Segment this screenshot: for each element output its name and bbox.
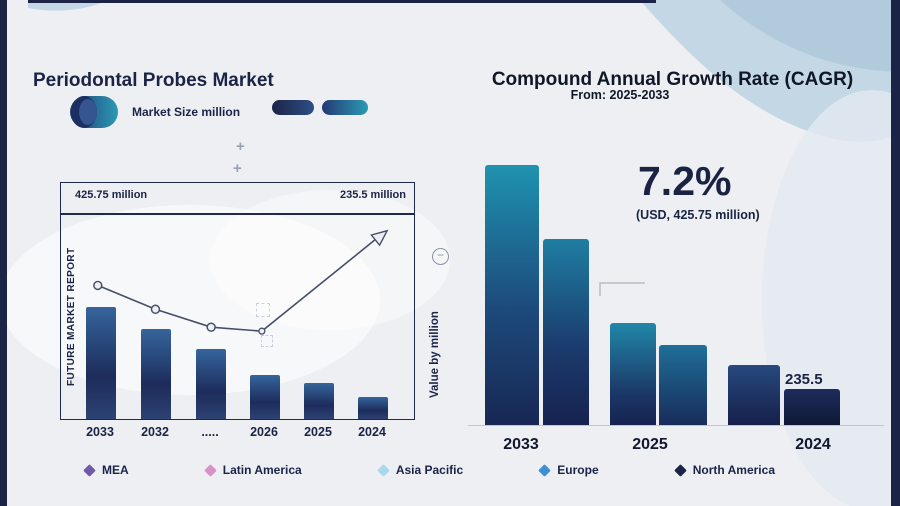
step-bracket-decoration — [599, 282, 645, 296]
cagr-detail: (USD, 425.75 million) — [636, 208, 760, 222]
market-size-cylinder-icon — [70, 96, 118, 128]
legend-item-latin-america: Latin America — [203, 463, 302, 477]
legend-diamond-icon — [376, 463, 390, 477]
cagr-bar-2025 — [659, 345, 707, 425]
market-x-label: 2026 — [250, 425, 278, 439]
bar-callout-2024: 235.5 — [785, 371, 823, 388]
market-size-legend: Market Size million — [64, 92, 240, 132]
legend-diamond-icon — [203, 463, 217, 477]
legend-item-asia-pacific: Asia Pacific — [376, 463, 464, 477]
market-x-label: 2033 — [86, 425, 114, 439]
top-border-line — [28, 0, 656, 3]
market-bar-2026 — [250, 375, 280, 419]
left-panel-title: Periodontal Probes Market — [33, 69, 274, 91]
market-bar-2032 — [141, 329, 171, 419]
market-x-labels: 2033 2032..... 2026 2025 2024 — [60, 425, 415, 445]
plus-icon: + — [233, 160, 242, 177]
pill-navy — [272, 100, 314, 115]
legend-label: MEA — [102, 463, 129, 477]
right-panel-title: Compound Annual Growth Rate (CAGR) — [491, 68, 854, 90]
pill-decoration — [272, 100, 368, 115]
dashed-square-decoration — [261, 335, 273, 347]
cagr-x-label: 2025 — [632, 436, 668, 453]
market-bar-..... — [196, 349, 226, 419]
market-bars — [61, 183, 414, 419]
market-bar-2025 — [304, 383, 334, 419]
cagr-baseline — [468, 425, 884, 426]
cagr-value: 7.2% — [638, 158, 732, 204]
market-x-label: 2024 — [358, 425, 386, 439]
value-label-2024: 235.5 million — [339, 189, 406, 201]
legend-label: Latin America — [222, 463, 302, 477]
circled-minus-icon: − — [432, 248, 449, 265]
cagr-x-label: 2033 — [503, 436, 539, 453]
market-chart-frame: 425.75 million 235.5 million FUTURE MARK… — [60, 182, 415, 420]
market-bar-2033 — [86, 307, 116, 419]
right-panel-subtitle: From: 2025-2033 — [570, 88, 670, 102]
market-x-label: 2025 — [304, 425, 332, 439]
legend-diamond-icon — [538, 463, 552, 477]
cagr-x-labels: 2033 2025 2024 — [0, 436, 900, 458]
market-size-label: Market Size million — [132, 105, 241, 119]
legend-item-europe: Europe — [538, 463, 599, 477]
legend-item-mea: MEA — [83, 463, 129, 477]
cagr-bar-2033 — [485, 165, 539, 425]
plus-icon: + — [236, 138, 245, 155]
cagr-bar-2025 — [610, 323, 656, 425]
region-legend: MEA Latin America Asia Pacific Europe North … — [83, 463, 775, 477]
legend-label: Europe — [557, 463, 599, 477]
right-border-bar — [891, 0, 900, 506]
legend-label: Asia Pacific — [395, 463, 464, 477]
cagr-bar-2024 — [784, 389, 840, 425]
cagr-x-label: 2024 — [795, 436, 831, 453]
legend-diamond-icon — [83, 463, 96, 477]
dashed-square-decoration — [256, 303, 270, 317]
market-x-label: ..... — [201, 425, 219, 439]
cagr-bar-2033 — [543, 239, 589, 425]
cagr-bar-2024 — [728, 365, 780, 425]
value-label-2033: 425.75 million — [75, 189, 148, 201]
legend-label: North America — [692, 463, 775, 477]
pill-gradient — [322, 100, 368, 115]
market-bar-2024 — [358, 397, 388, 419]
legend-diamond-icon — [673, 463, 687, 477]
frame-divider-line — [61, 213, 414, 215]
legend-item-north-america: North America — [673, 463, 775, 477]
frame-value-labels: 425.75 million 235.5 million — [75, 189, 406, 201]
value-axis-label: Value by million — [429, 311, 441, 399]
market-x-label: 2032 — [141, 425, 169, 439]
left-border-bar — [0, 0, 7, 506]
